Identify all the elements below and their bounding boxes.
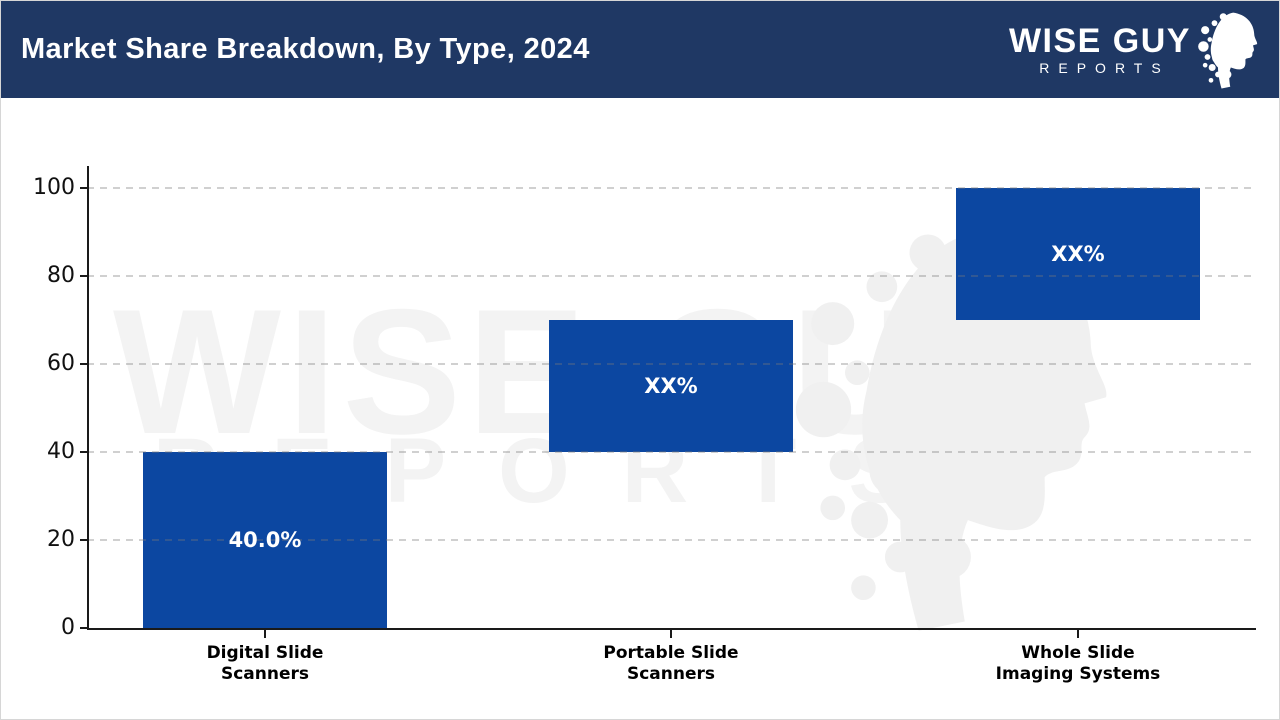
x-axis-line bbox=[87, 628, 1256, 630]
y-tick-label: 100 bbox=[33, 175, 75, 200]
logo-subtext: REPORTS bbox=[1039, 60, 1170, 76]
bar-label: XX% bbox=[1051, 242, 1105, 266]
x-category-line2: Scanners bbox=[626, 664, 716, 684]
x-tick-mark bbox=[264, 630, 266, 638]
brand-logo: WISE GUY REPORTS bbox=[1009, 7, 1267, 93]
page-title: Market Share Breakdown, By Type, 2024 bbox=[21, 33, 590, 65]
gridline-40 bbox=[87, 451, 1254, 453]
y-tick-label: 80 bbox=[47, 263, 75, 288]
bar bbox=[956, 188, 1200, 320]
gridline-20 bbox=[87, 539, 1254, 541]
x-category-label: Whole Slide Imaging Systems bbox=[918, 643, 1238, 685]
x-tick-mark bbox=[1077, 630, 1079, 638]
gridline-60 bbox=[87, 363, 1254, 365]
x-category-label: Portable Slide Scanners bbox=[511, 643, 831, 685]
bar bbox=[549, 320, 793, 452]
logo-wordmark: WISE GUY bbox=[1008, 22, 1191, 60]
x-category-line2: Imaging Systems bbox=[995, 664, 1161, 684]
x-category-line1: Digital Slide bbox=[206, 643, 324, 663]
y-tick-label: 0 bbox=[61, 615, 75, 640]
y-tick-mark bbox=[80, 627, 87, 629]
chart-plot-area: 0 20 40 60 80 100 40.0% XX% XX% Digital Slide Scan… bbox=[1, 98, 1279, 719]
x-category-line1: Portable Slide bbox=[603, 643, 739, 663]
x-tick-mark bbox=[670, 630, 672, 638]
y-tick-label: 40 bbox=[47, 439, 75, 464]
y-tick-label: 20 bbox=[47, 527, 75, 552]
bar-label: 40.0% bbox=[228, 528, 302, 552]
bar bbox=[143, 452, 387, 628]
logo-wordmark-block: WISE GUY REPORTS bbox=[1009, 23, 1191, 77]
x-category-line2: Scanners bbox=[220, 664, 310, 684]
x-category-line1: Whole Slide bbox=[1021, 643, 1135, 663]
watermark-face-icon bbox=[795, 231, 1107, 631]
gridline-100 bbox=[87, 187, 1254, 189]
y-tick-mark bbox=[80, 363, 87, 365]
gridline-80 bbox=[87, 275, 1254, 277]
y-tick-mark bbox=[80, 187, 87, 189]
y-tick-mark bbox=[80, 451, 87, 453]
header-banner: Market Share Breakdown, By Type, 2024 WI… bbox=[1, 1, 1279, 98]
y-tick-label: 60 bbox=[47, 351, 75, 376]
y-tick-mark bbox=[80, 539, 87, 541]
y-axis-line bbox=[87, 166, 89, 630]
logo-face-icon bbox=[1198, 12, 1258, 89]
y-tick-mark bbox=[80, 275, 87, 277]
x-category-label: Digital Slide Scanners bbox=[105, 643, 425, 685]
bar-label: XX% bbox=[644, 374, 698, 398]
